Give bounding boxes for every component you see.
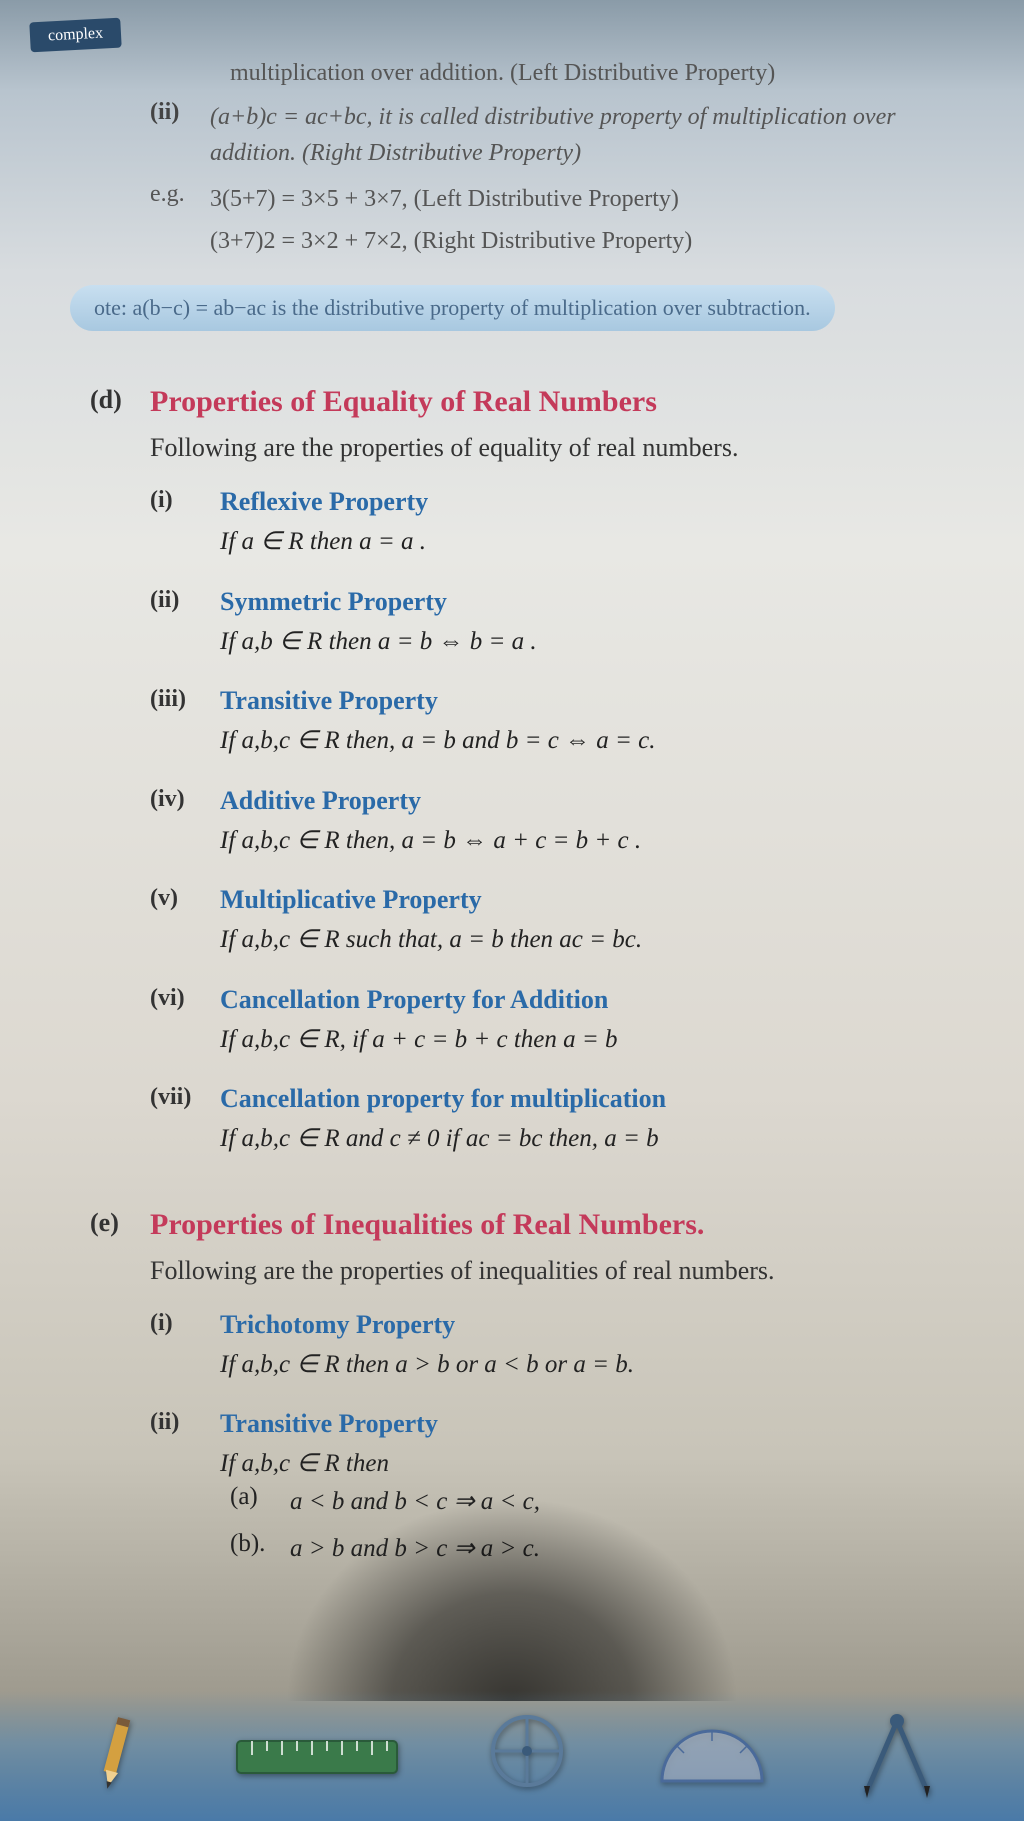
prop-transitive-ineq: (ii) Transitive Property If a,b,c ∈ R th… — [150, 1409, 974, 1578]
prop-title: Transitive Property — [220, 686, 974, 716]
tool-illustrations — [0, 1706, 1024, 1806]
prop-title: Multiplicative Property — [220, 885, 974, 915]
note-banner: ote: a(b−c) = ab−ac is the distributive … — [70, 285, 835, 331]
eg-1: 3(5+7) = 3×5 + 3×7, (Left Distributive P… — [210, 181, 974, 217]
divider-icon — [842, 1706, 952, 1806]
sub-a: (a) a < b and b < c ⇒ a < c, — [230, 1483, 974, 1521]
section-d: (d) Properties of Equality of Real Numbe… — [90, 385, 974, 1184]
prop-text: If a,b,c ∈ R such that, a = b then ac = … — [220, 921, 974, 959]
prop-title: Cancellation property for multiplication — [220, 1084, 974, 1114]
top-line: multiplication over addition. (Left Dist… — [230, 60, 974, 87]
section-d-title: Properties of Equality of Real Numbers — [150, 385, 974, 419]
section-e-tag: (e) — [90, 1208, 150, 1604]
example-row-1: e.g. 3(5+7) = 3×5 + 3×7, (Left Distribut… — [150, 181, 974, 217]
compass-tool-icon — [472, 1706, 582, 1806]
pencil-icon — [72, 1711, 162, 1801]
spine-tab: complex — [29, 18, 122, 53]
prop-reflexive: (i) Reflexive Property If a ∈ R then a =… — [150, 487, 974, 561]
section-e: (e) Properties of Inequalities of Real N… — [90, 1208, 974, 1604]
prop-text: If a,b,c ∈ R, if a + c = b + c then a = … — [220, 1021, 974, 1059]
prop-cancel-add: (vi) Cancellation Property for Addition … — [150, 985, 974, 1059]
prop-text: If a,b,c ∈ R then a > b or a < b or a = … — [220, 1346, 974, 1384]
prop-title: Transitive Property — [220, 1409, 974, 1439]
prop-num: (i) — [150, 1310, 220, 1384]
textbook-page: complex multiplication over addition. (L… — [0, 0, 1024, 1821]
prop-text: If a,b,c ∈ R then, a = b ⇔ a + c = b + c… — [220, 822, 974, 860]
prop-additive: (iv) Additive Property If a,b,c ∈ R then… — [150, 786, 974, 860]
prop-text: If a,b,c ∈ R then, a = b and b = c ⇔ a =… — [220, 722, 974, 760]
ruler-icon — [227, 1721, 407, 1791]
sub-text: a > b and b > c ⇒ a > c. — [290, 1530, 974, 1568]
prop-trichotomy: (i) Trichotomy Property If a,b,c ∈ R the… — [150, 1310, 974, 1384]
prop-transitive: (iii) Transitive Property If a,b,c ∈ R t… — [150, 686, 974, 760]
prop-num: (vii) — [150, 1084, 220, 1158]
prop-text: If a,b ∈ R then a = b ⇔ b = a . — [220, 623, 974, 661]
prop-num: (ii) — [150, 587, 220, 661]
prop-num: (ii) — [150, 1409, 220, 1578]
section-e-intro: Following are the properties of inequali… — [150, 1256, 974, 1286]
protractor-icon — [647, 1711, 777, 1801]
prop-title: Symmetric Property — [220, 587, 974, 617]
item-ii-text: (a+b)c = ac+bc, it is called distributiv… — [210, 99, 974, 171]
prop-num: (v) — [150, 885, 220, 959]
prop-title: Additive Property — [220, 786, 974, 816]
prop-text: If a,b,c ∈ R and c ≠ 0 if ac = bc then, … — [220, 1120, 974, 1158]
prop-title: Cancellation Property for Addition — [220, 985, 974, 1015]
prop-num: (i) — [150, 487, 220, 561]
prop-num: (iv) — [150, 786, 220, 860]
item-ii-num: (ii) — [150, 99, 210, 171]
sub-text: a < b and b < c ⇒ a < c, — [290, 1483, 974, 1521]
prop-text: If a,b,c ∈ R then — [220, 1445, 974, 1483]
prop-num: (vi) — [150, 985, 220, 1059]
section-d-tag: (d) — [90, 385, 150, 1184]
sub-b: (b). a > b and b > c ⇒ a > c. — [230, 1530, 974, 1568]
example-row-2: (3+7)2 = 3×2 + 7×2, (Right Distributive … — [210, 223, 974, 259]
prop-text: If a ∈ R then a = a . — [220, 523, 974, 561]
item-ii: (ii) (a+b)c = ac+bc, it is called distri… — [150, 99, 974, 171]
prop-cancel-mult: (vii) Cancellation property for multipli… — [150, 1084, 974, 1158]
eg-label: e.g. — [150, 181, 210, 217]
sub-tag: (b). — [230, 1530, 290, 1568]
prop-symmetric: (ii) Symmetric Property If a,b ∈ R then … — [150, 587, 974, 661]
sub-tag: (a) — [230, 1483, 290, 1521]
section-d-intro: Following are the properties of equality… — [150, 433, 974, 463]
prop-multiplicative: (v) Multiplicative Property If a,b,c ∈ R… — [150, 885, 974, 959]
section-e-title: Properties of Inequalities of Real Numbe… — [150, 1208, 974, 1242]
prop-title: Reflexive Property — [220, 487, 974, 517]
eg-2: (3+7)2 = 3×2 + 7×2, (Right Distributive … — [210, 223, 974, 259]
prop-title: Trichotomy Property — [220, 1310, 974, 1340]
prop-num: (iii) — [150, 686, 220, 760]
